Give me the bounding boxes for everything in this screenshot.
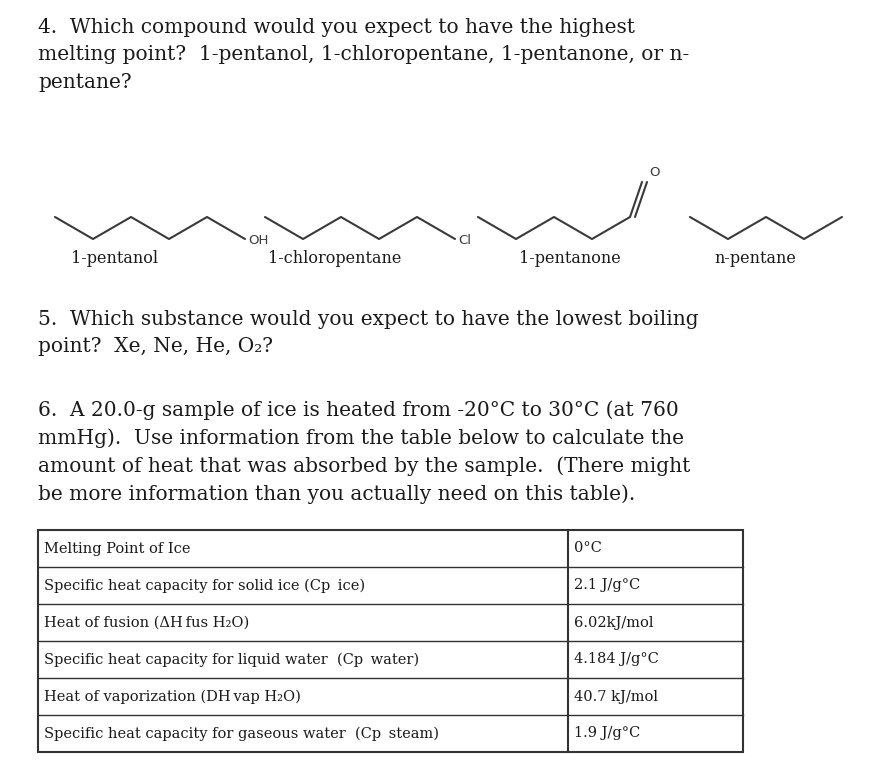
Text: 1-pentanone: 1-pentanone: [519, 250, 621, 267]
Text: n-pentane: n-pentane: [714, 250, 796, 267]
Text: 5.  Which substance would you expect to have the lowest boiling
point?  Xe, Ne, : 5. Which substance would you expect to h…: [38, 310, 698, 356]
Bar: [38, 530, 743, 752]
Text: Heat of fusion (ΔH fus H₂O): Heat of fusion (ΔH fus H₂O): [44, 615, 249, 630]
Text: 1.9 J/g°C: 1.9 J/g°C: [574, 727, 640, 741]
Text: 1-pentanol: 1-pentanol: [72, 250, 158, 267]
Text: O: O: [649, 166, 660, 179]
Text: 40.7 kJ/mol: 40.7 kJ/mol: [574, 690, 658, 704]
Text: Specific heat capacity for gaseous water  (Cp  steam): Specific heat capacity for gaseous water…: [44, 726, 439, 741]
Text: 4.  Which compound would you expect to have the highest
melting point?  1-pentan: 4. Which compound would you expect to ha…: [38, 18, 690, 92]
Text: OH: OH: [248, 235, 269, 248]
Text: 0°C: 0°C: [574, 541, 602, 555]
Text: Cl: Cl: [458, 235, 471, 248]
Text: 1-chloropentane: 1-chloropentane: [269, 250, 402, 267]
Text: 6.02kJ/mol: 6.02kJ/mol: [574, 615, 654, 630]
Text: Heat of vaporization (DH vap H₂O): Heat of vaporization (DH vap H₂O): [44, 689, 301, 704]
Text: 2.1 J/g°C: 2.1 J/g°C: [574, 578, 640, 592]
Text: Specific heat capacity for solid ice (Cp  ice): Specific heat capacity for solid ice (Cp…: [44, 578, 365, 593]
Text: Melting Point of Ice: Melting Point of Ice: [44, 541, 191, 555]
Text: 4.184 J/g°C: 4.184 J/g°C: [574, 653, 659, 667]
Text: 6.  A 20.0-g sample of ice is heated from -20°C to 30°C (at 760
mmHg).  Use info: 6. A 20.0-g sample of ice is heated from…: [38, 400, 690, 504]
Text: Specific heat capacity for liquid water  (Cp  water): Specific heat capacity for liquid water …: [44, 652, 419, 667]
